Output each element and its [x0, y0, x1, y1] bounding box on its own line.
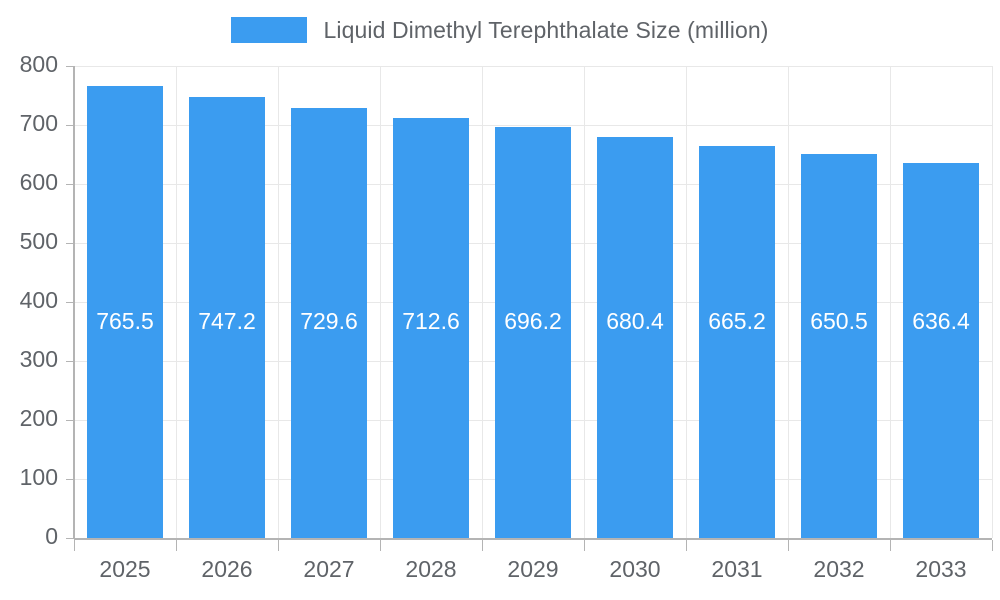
y-axis-label: 800 [19, 51, 58, 77]
gridline-vertical [380, 66, 381, 538]
x-axis-tick [992, 540, 993, 551]
x-axis-label: 2026 [201, 556, 253, 582]
bar[interactable] [495, 127, 571, 538]
bar-value-label: 712.6 [402, 308, 460, 334]
bar[interactable] [699, 145, 775, 538]
gridline-horizontal [74, 66, 992, 67]
bar[interactable] [801, 154, 877, 538]
bar-value-label: 665.2 [708, 308, 766, 334]
y-axis-line [73, 66, 75, 539]
x-axis-label: 2033 [915, 556, 967, 582]
x-axis-tick [278, 540, 279, 551]
bar-value-label: 680.4 [606, 308, 664, 334]
x-axis-tick [788, 540, 789, 551]
x-axis-tick [584, 540, 585, 551]
y-axis-label: 500 [19, 228, 58, 254]
x-axis-line [74, 538, 992, 540]
gridline-horizontal [74, 125, 992, 126]
x-axis-tick [482, 540, 483, 551]
bar-value-label: 747.2 [198, 308, 256, 334]
x-axis-label: 2027 [303, 556, 355, 582]
x-axis-tick [380, 540, 381, 551]
bar-value-label: 636.4 [912, 308, 970, 334]
bar[interactable] [291, 107, 367, 538]
y-axis-tick [66, 243, 74, 244]
bar-value-label: 729.6 [300, 308, 358, 334]
bar[interactable] [903, 162, 979, 538]
gridline-vertical [482, 66, 483, 538]
y-axis-tick [66, 420, 74, 421]
x-axis-label: 2029 [507, 556, 559, 582]
y-axis-tick [66, 479, 74, 480]
legend-color-swatch[interactable] [231, 17, 308, 43]
x-axis-tick [686, 540, 687, 551]
y-axis-label: 0 [45, 523, 58, 549]
y-axis-label: 200 [19, 405, 58, 431]
y-axis-label: 100 [19, 464, 58, 490]
bar[interactable] [597, 136, 673, 538]
y-axis-label: 300 [19, 346, 58, 372]
x-axis-tick [74, 540, 75, 551]
y-axis-tick [66, 125, 74, 126]
y-axis-tick [66, 361, 74, 362]
x-axis-label: 2030 [609, 556, 661, 582]
bar[interactable] [393, 117, 469, 538]
chart-legend: Liquid Dimethyl Terephthalate Size (mill… [0, 12, 1000, 48]
x-axis-tick [890, 540, 891, 551]
gridline-vertical [176, 66, 177, 538]
plot-area: 765.5 747.2 729.6 712.6 696.2 680.4 665.2 650.5… [74, 66, 993, 539]
x-axis-label: 2028 [405, 556, 457, 582]
gridline-vertical [890, 66, 891, 538]
bar-value-label: 765.5 [96, 308, 154, 334]
bar[interactable] [87, 86, 163, 538]
y-axis-label: 600 [19, 169, 58, 195]
bar-value-label: 696.2 [504, 308, 562, 334]
y-axis-tick [66, 184, 74, 185]
legend-label[interactable]: Liquid Dimethyl Terephthalate Size (mill… [323, 16, 769, 43]
x-axis-label: 2025 [99, 556, 151, 582]
y-axis-tick [66, 66, 74, 67]
gridline-vertical [788, 66, 789, 538]
gridline-vertical [686, 66, 687, 538]
x-axis-tick [176, 540, 177, 551]
gridline-vertical [992, 66, 993, 538]
gridline-vertical [584, 66, 585, 538]
y-axis-label: 400 [19, 287, 58, 313]
bar-value-label: 650.5 [810, 308, 868, 334]
x-axis-label: 2031 [711, 556, 763, 582]
x-axis-label: 2032 [813, 556, 865, 582]
y-axis-tick [66, 302, 74, 303]
y-axis-tick [66, 538, 74, 539]
y-axis-label: 700 [19, 110, 58, 136]
bar[interactable] [189, 97, 265, 538]
gridline-vertical [278, 66, 279, 538]
